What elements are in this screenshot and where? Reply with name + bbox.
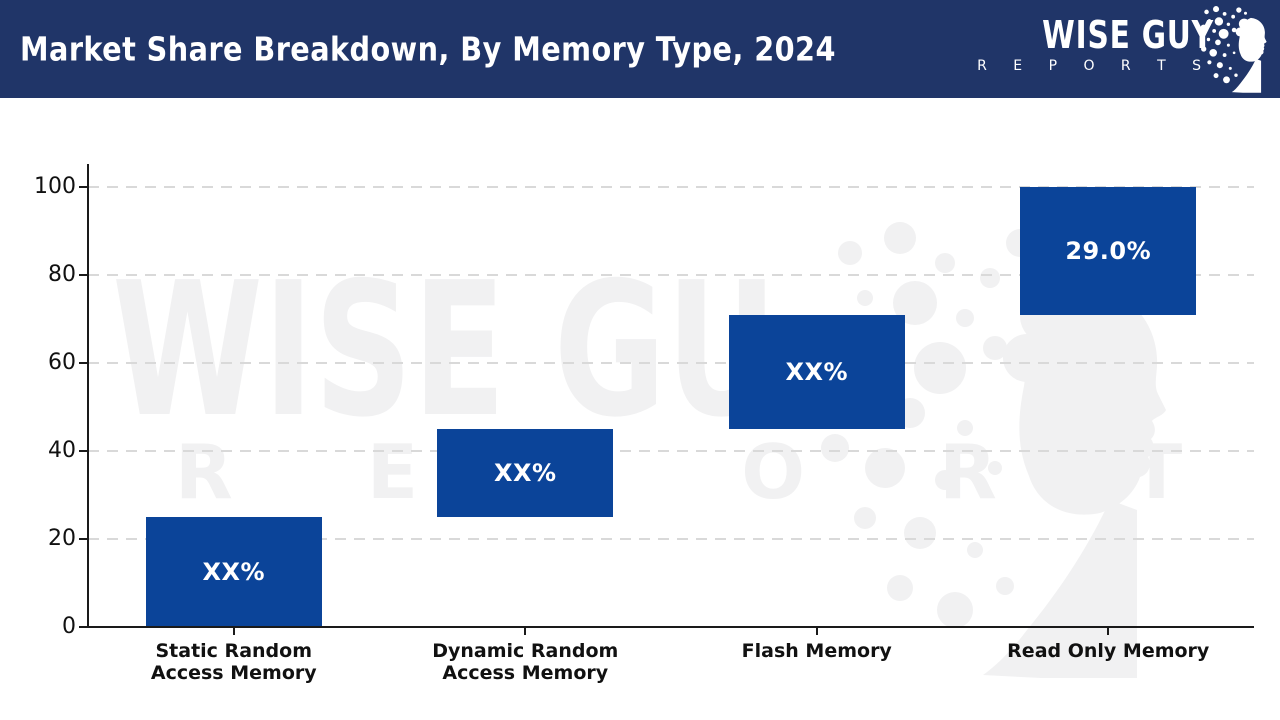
- bar-value-label: XX%: [785, 357, 849, 386]
- x-tick-dynamic-random-access-memory: [524, 628, 527, 635]
- y-tick-label-20: 20: [48, 526, 76, 551]
- bar-read-only-memory: 29.0%: [1020, 187, 1197, 315]
- x-category-label-static-random-access-memory: Static Random Access Memory: [150, 640, 317, 684]
- y-tick-label-80: 80: [48, 262, 76, 287]
- y-tick-20: [79, 538, 88, 540]
- y-axis-line: [87, 164, 89, 628]
- y-tick-0: [79, 626, 88, 628]
- gridline-y-40: [88, 450, 1254, 452]
- watermark-brand-text: WISE GU: [112, 242, 778, 458]
- x-category-label-flash-memory: Flash Memory: [741, 640, 892, 662]
- y-tick-60: [79, 362, 88, 364]
- brand-logo-head-icon: [1200, 6, 1267, 93]
- brand-logo-name: WISE GUY: [1042, 13, 1214, 57]
- gridline-y-20: [88, 538, 1254, 540]
- bar-value-label: XX%: [202, 558, 266, 586]
- x-tick-read-only-memory: [1107, 628, 1110, 635]
- y-tick-label-60: 60: [48, 350, 76, 375]
- y-tick-100: [79, 186, 88, 188]
- x-axis-line: [87, 626, 1254, 628]
- y-tick-label-100: 100: [34, 174, 76, 199]
- page-title: Market Share Breakdown, By Memory Type, …: [20, 29, 836, 69]
- brand-logo: WISE GUY R E P O R T S: [977, 14, 1214, 74]
- x-tick-flash-memory: [815, 628, 818, 635]
- y-tick-label-40: 40: [48, 438, 76, 463]
- bar-dynamic-random-access-memory: XX%: [437, 429, 614, 517]
- x-category-label-read-only-memory: Read Only Memory: [1007, 640, 1210, 662]
- brand-logo-reports: R E P O R T S: [977, 58, 1212, 74]
- y-tick-40: [79, 450, 88, 452]
- x-tick-static-random-access-memory: [232, 628, 235, 635]
- bar-flash-memory: XX%: [728, 314, 905, 429]
- gridline-y-60: [88, 362, 1254, 364]
- gridline-y-100: [88, 186, 1254, 188]
- bar-value-label: XX%: [493, 459, 557, 487]
- gridline-y-80: [88, 274, 1254, 276]
- bar-value-label: 29.0%: [1065, 236, 1152, 265]
- bar-static-random-access-memory: XX%: [145, 517, 322, 627]
- x-category-label-dynamic-random-access-memory: Dynamic Random Access Memory: [432, 640, 619, 684]
- header-bar: Market Share Breakdown, By Memory Type, …: [0, 0, 1280, 98]
- y-tick-label-0: 0: [62, 614, 76, 639]
- y-tick-80: [79, 274, 88, 276]
